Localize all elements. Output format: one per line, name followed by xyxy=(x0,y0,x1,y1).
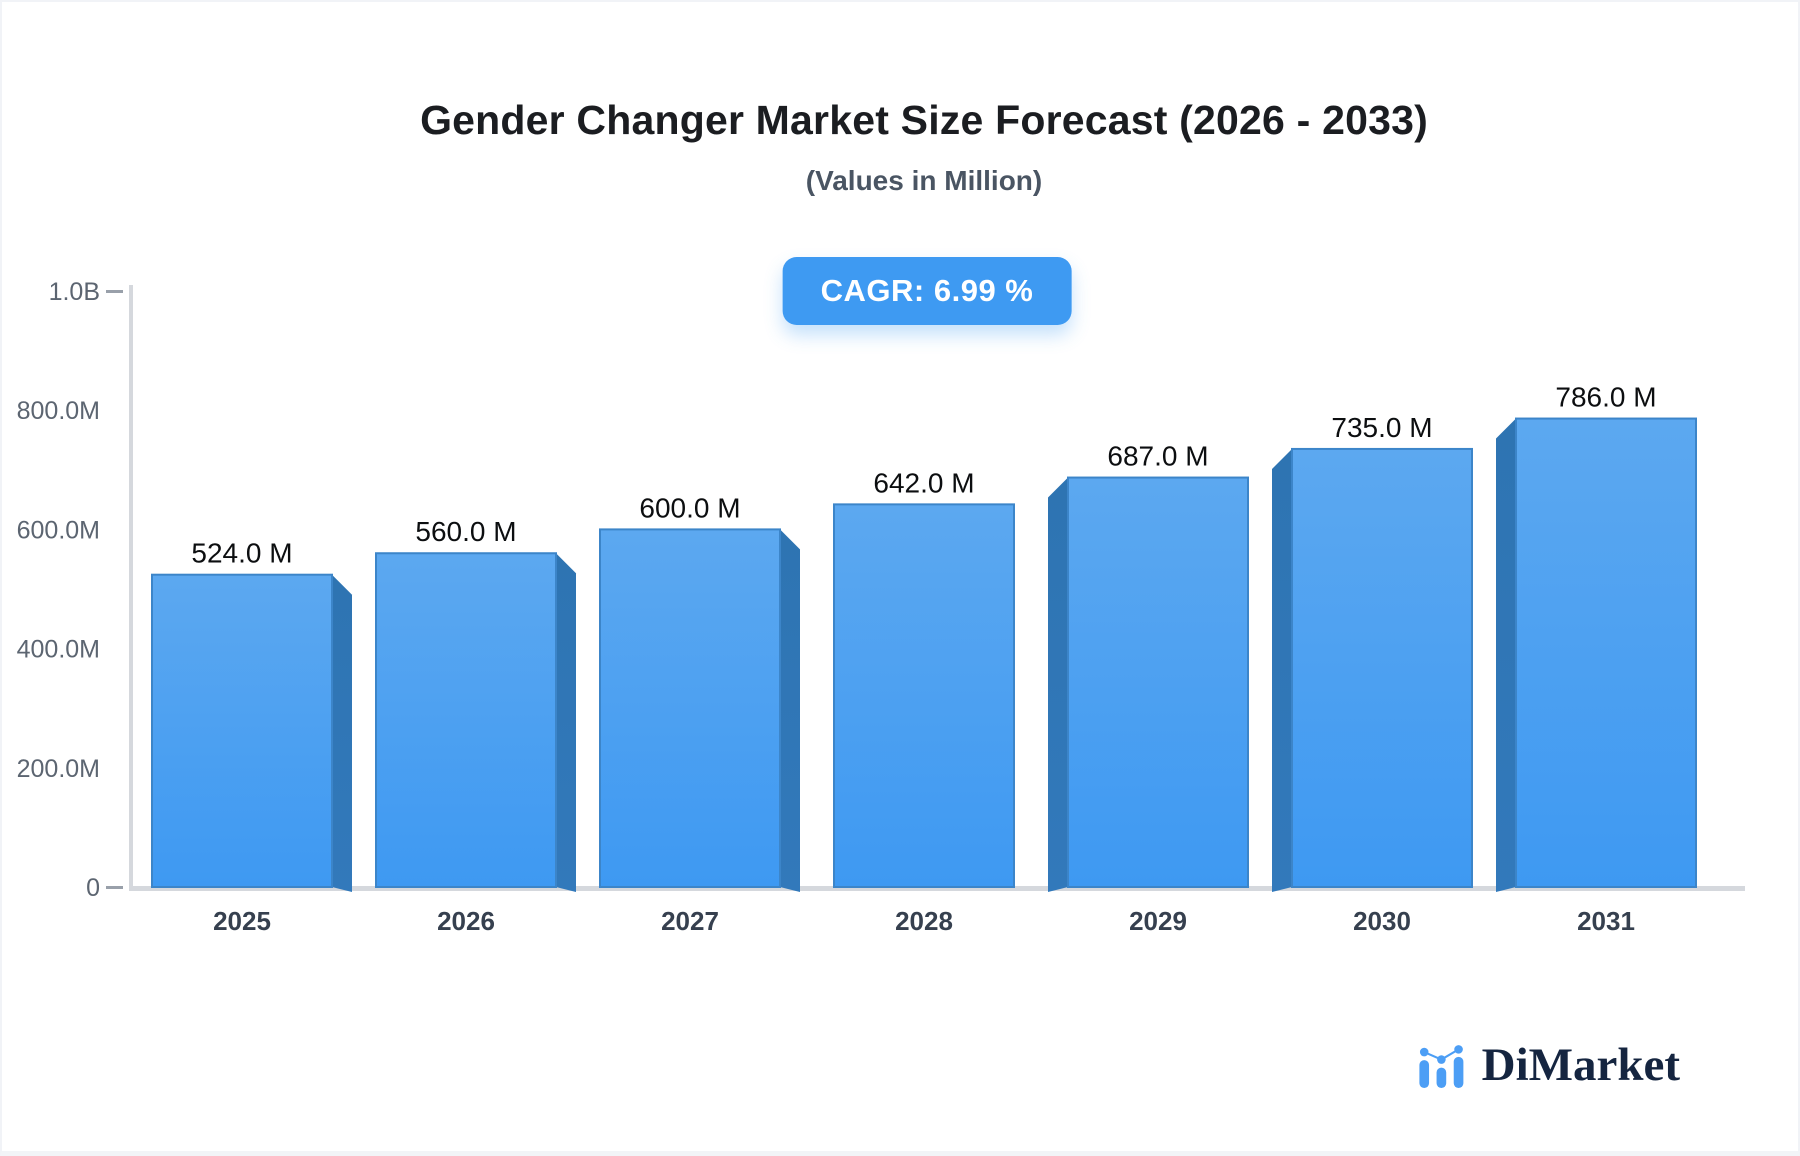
bar-value-label: 786.0 M xyxy=(1555,382,1656,413)
bar-face xyxy=(833,503,1015,888)
x-axis-label: 2027 xyxy=(661,906,719,936)
bar-group: 786.0 M 2031 xyxy=(1496,382,1697,936)
x-axis-label: 2028 xyxy=(895,906,953,936)
brand-logo: DiMarket xyxy=(1419,1042,1680,1089)
bar-group: 735.0 M 2030 xyxy=(1272,412,1473,936)
bar-side-face xyxy=(1272,448,1292,892)
x-axis-label: 2030 xyxy=(1353,906,1411,936)
bar-group: 600.0 M 2027 xyxy=(599,492,800,936)
y-axis-label: 400.0M xyxy=(17,636,100,664)
bar-group: 560.0 M 2026 xyxy=(375,516,576,936)
brand-logo-text: DiMarket xyxy=(1481,1039,1680,1091)
bar-face xyxy=(1291,447,1473,888)
bar-face xyxy=(599,528,781,889)
x-axis-label: 2031 xyxy=(1577,906,1635,936)
bar-group: 687.0 M 2029 xyxy=(1048,441,1249,936)
y-tick xyxy=(106,886,123,889)
x-axis-label: 2025 xyxy=(213,906,271,936)
bar-chart-logo-icon xyxy=(1419,1044,1464,1088)
y-axis-label: 200.0M xyxy=(17,755,100,783)
bar-value-label: 524.0 M xyxy=(191,538,292,569)
y-axis-label: 0 xyxy=(86,874,100,902)
bar-side-face xyxy=(780,529,800,892)
bar-side-face xyxy=(1048,477,1068,892)
bar-value-label: 642.0 M xyxy=(873,467,974,498)
bar-value-label: 600.0 M xyxy=(639,492,740,523)
bar-value-label: 687.0 M xyxy=(1107,441,1208,472)
bar-value-label: 560.0 M xyxy=(415,516,516,547)
x-axis-label: 2026 xyxy=(437,906,495,936)
y-axis-label: 800.0M xyxy=(17,397,100,425)
chart-title: Gender Changer Market Size Forecast (202… xyxy=(420,97,1428,143)
bar-group: 642.0 M 2028 xyxy=(833,467,1015,936)
cagr-badge: CAGR: 6.99 % xyxy=(782,257,1072,325)
bar-face xyxy=(375,552,557,888)
y-axis-label: 600.0M xyxy=(17,516,100,544)
y-tick xyxy=(106,290,123,293)
x-axis-line xyxy=(132,886,1745,891)
y-axis-line xyxy=(129,285,133,891)
bar-face xyxy=(1067,476,1249,888)
bar-side-face xyxy=(332,574,352,892)
x-axis-label: 2029 xyxy=(1129,906,1187,936)
bar-face xyxy=(151,573,333,888)
bar-side-face xyxy=(1496,418,1516,892)
chart-subtitle: (Values in Million) xyxy=(805,165,1043,196)
bar-face xyxy=(1515,417,1697,888)
bar-value-label: 735.0 M xyxy=(1331,412,1432,443)
y-axis-label: 1.0B xyxy=(49,278,100,306)
bar-group: 524.0 M 2025 xyxy=(151,538,352,936)
bar-side-face xyxy=(556,553,576,892)
